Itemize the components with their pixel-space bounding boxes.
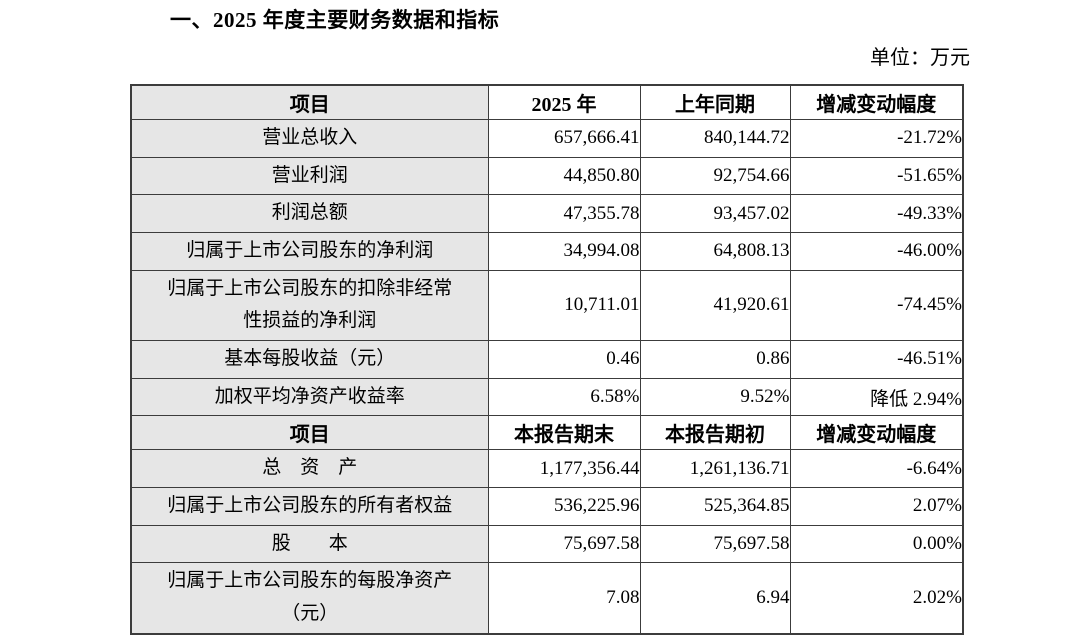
row-prior-value: 9.52%	[639, 377, 791, 417]
row-change-value: 降低 2.94%	[789, 377, 964, 417]
row-current-value: 75,697.58	[487, 524, 641, 564]
row-label: 总 资 产	[130, 449, 489, 489]
header-current-period: 2025 年	[487, 84, 641, 120]
table-row: 归属于上市公司股东的所有者权益 536,225.96 525,364.85 2.…	[130, 487, 964, 526]
header-item-label: 项目	[130, 84, 489, 120]
row-prior-value: 93,457.02	[639, 194, 791, 234]
page-title: 一、2025 年度主要财务数据和指标	[170, 8, 500, 32]
row-label: 归属于上市公司股东的净利润	[130, 232, 489, 271]
row-current-value: 0.46	[487, 340, 641, 379]
table-row: 归属于上市公司股东的每股净资产 （元） 7.08 6.94 2.02%	[130, 562, 964, 635]
row-change-value: -46.51%	[789, 340, 964, 379]
table-row: 营业总收入 657,666.41 840,144.72 -21.72%	[130, 119, 964, 158]
table-row: 总 资 产 1,177,356.44 1,261,136.71 -6.64%	[130, 449, 964, 489]
row-prior-value: 840,144.72	[639, 119, 791, 158]
row-prior-value: 0.86	[639, 340, 791, 379]
row-current-value: 6.58%	[487, 377, 641, 417]
table-row: 归属于上市公司股东的净利润 34,994.08 64,808.13 -46.00…	[130, 232, 964, 271]
header-period-start: 本报告期初	[639, 415, 791, 451]
row-prior-value: 92,754.66	[639, 156, 791, 196]
unit-label: 单位：万元	[870, 47, 970, 69]
row-prior-value: 1,261,136.71	[639, 449, 791, 489]
table-row: 基本每股收益（元） 0.46 0.86 -46.51%	[130, 340, 964, 379]
row-label: 归属于上市公司股东的扣除非经常 性损益的净利润	[130, 269, 489, 342]
table-header-row-section2: 项目 本报告期末 本报告期初 增减变动幅度	[130, 415, 964, 451]
row-prior-value: 64,808.13	[639, 232, 791, 271]
row-change-value: -46.00%	[789, 232, 964, 271]
table-row: 加权平均净资产收益率 6.58% 9.52% 降低 2.94%	[130, 377, 964, 417]
row-current-value: 7.08	[487, 562, 641, 635]
table-row: 营业利润 44,850.80 92,754.66 -51.65%	[130, 156, 964, 196]
row-label: 加权平均净资产收益率	[130, 377, 489, 417]
row-label: 营业总收入	[130, 119, 489, 158]
row-change-value: 0.00%	[789, 524, 964, 564]
header-change: 增减变动幅度	[789, 415, 964, 451]
row-current-value: 1,177,356.44	[487, 449, 641, 489]
row-change-value: -74.45%	[789, 269, 964, 342]
row-current-value: 657,666.41	[487, 119, 641, 158]
row-prior-value: 6.94	[639, 562, 791, 635]
row-change-value: -51.65%	[789, 156, 964, 196]
table-row: 股 本 75,697.58 75,697.58 0.00%	[130, 524, 964, 564]
row-label: 营业利润	[130, 156, 489, 196]
row-change-value: -6.64%	[789, 449, 964, 489]
table-row: 利润总额 47,355.78 93,457.02 -49.33%	[130, 194, 964, 234]
row-label: 利润总额	[130, 194, 489, 234]
header-item-label: 项目	[130, 415, 489, 451]
row-change-value: 2.02%	[789, 562, 964, 635]
row-change-value: -49.33%	[789, 194, 964, 234]
row-prior-value: 525,364.85	[639, 487, 791, 526]
row-current-value: 47,355.78	[487, 194, 641, 234]
row-prior-value: 75,697.58	[639, 524, 791, 564]
header-change: 增减变动幅度	[789, 84, 964, 120]
row-label: 归属于上市公司股东的每股净资产 （元）	[130, 562, 489, 635]
row-label: 归属于上市公司股东的所有者权益	[130, 487, 489, 526]
row-current-value: 44,850.80	[487, 156, 641, 196]
row-current-value: 10,711.01	[487, 269, 641, 342]
table-row: 归属于上市公司股东的扣除非经常 性损益的净利润 10,711.01 41,920…	[130, 269, 964, 342]
row-change-value: -21.72%	[789, 119, 964, 158]
header-period-end: 本报告期末	[487, 415, 641, 451]
header-prior-period: 上年同期	[639, 84, 791, 120]
financial-data-table: 项目 2025 年 上年同期 增减变动幅度 营业总收入 657,666.41 8…	[130, 84, 964, 635]
row-label: 基本每股收益（元）	[130, 340, 489, 379]
table-header-row-section1: 项目 2025 年 上年同期 增减变动幅度	[130, 84, 964, 120]
row-current-value: 34,994.08	[487, 232, 641, 271]
row-label: 股 本	[130, 524, 489, 564]
row-current-value: 536,225.96	[487, 487, 641, 526]
row-change-value: 2.07%	[789, 487, 964, 526]
row-prior-value: 41,920.61	[639, 269, 791, 342]
